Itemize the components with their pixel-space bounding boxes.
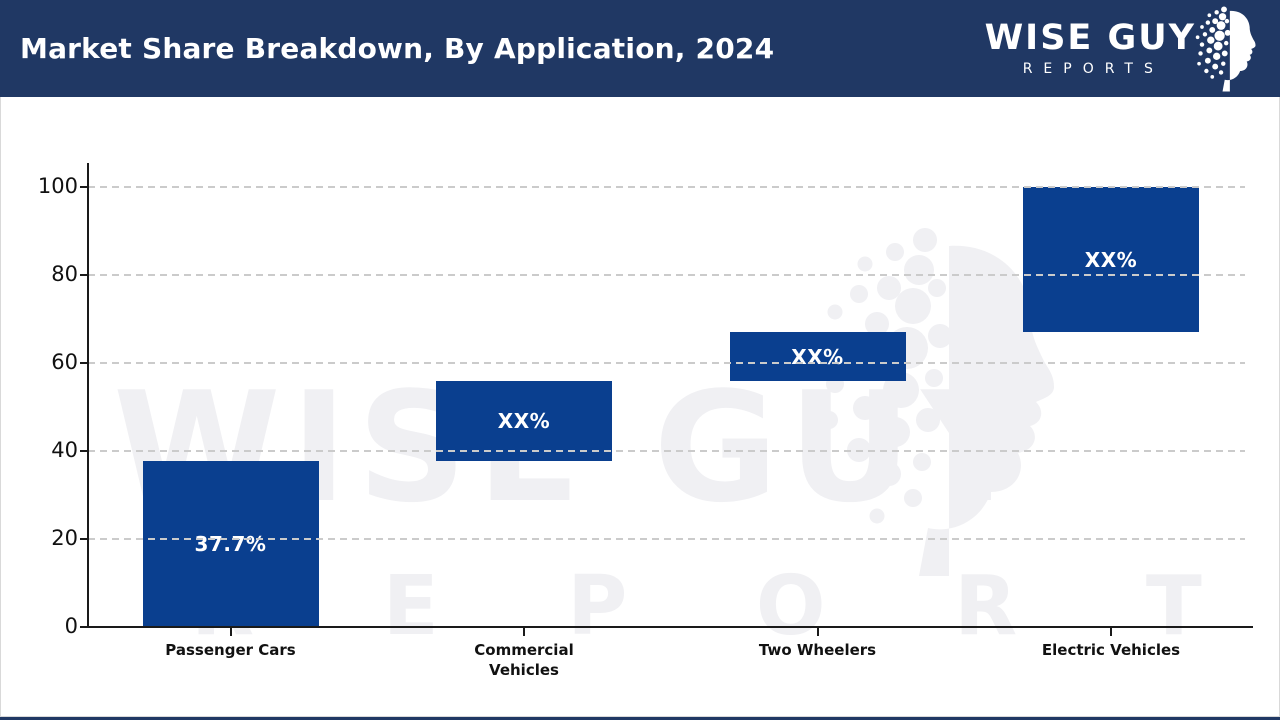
x-category-label: Commercial Vehicles [474, 641, 574, 680]
gridline [88, 274, 1245, 276]
y-axis-line [87, 163, 89, 628]
x-category-label: Electric Vehicles [1041, 641, 1181, 659]
bar-segment: XX% [729, 332, 906, 382]
x-axis-line [87, 626, 1253, 628]
watermark-face-icon [809, 228, 1054, 576]
chart-title: Market Share Breakdown, By Application, … [20, 32, 775, 65]
y-tick-label: 40 [51, 438, 78, 462]
brand-logo: WISE GUY REPORTS [985, 4, 1266, 94]
bar-value-label: XX% [791, 344, 844, 369]
bar-segment: XX% [1023, 187, 1199, 333]
y-tick-mark [80, 274, 88, 276]
y-tick-label: 100 [37, 174, 78, 198]
gridline [88, 186, 1245, 188]
x-tick-mark [229, 628, 232, 636]
brand-logo-text: WISE GUY REPORTS [984, 17, 1196, 77]
y-tick-mark [80, 538, 88, 540]
watermark-text-secondary: R E P O R T S [191, 559, 1280, 654]
x-tick-mark [816, 628, 819, 636]
header-bar: Market Share Breakdown, By Application, … [0, 0, 1280, 97]
x-category-label: Passenger Cars [165, 641, 296, 659]
footer-strip [0, 717, 1280, 720]
y-tick-label: 80 [51, 262, 78, 286]
bar-segment: XX% [436, 381, 612, 462]
bar-value-label: 37.7% [194, 532, 267, 557]
y-tick-mark [80, 450, 88, 452]
gridline [88, 538, 1245, 540]
x-category-label: Two Wheelers [758, 641, 877, 659]
x-tick-mark [1110, 628, 1112, 636]
gridline [88, 362, 1245, 364]
gridline [88, 450, 1245, 452]
bar-value-label: XX% [1084, 247, 1138, 272]
y-tick-label: 60 [51, 350, 78, 374]
bar-segment: 37.7% [142, 461, 319, 627]
y-tick-mark [80, 626, 88, 628]
y-tick-label: 20 [51, 526, 78, 550]
x-tick-mark [523, 628, 525, 636]
y-tick-label: 0 [64, 614, 78, 638]
brand-subname: REPORTS [1022, 60, 1164, 77]
y-tick-mark [80, 362, 88, 364]
y-tick-mark [80, 186, 88, 188]
bar-value-label: XX% [497, 409, 551, 434]
dotted-face-icon [1195, 5, 1256, 92]
brand-name: WISE GUY [984, 17, 1196, 58]
